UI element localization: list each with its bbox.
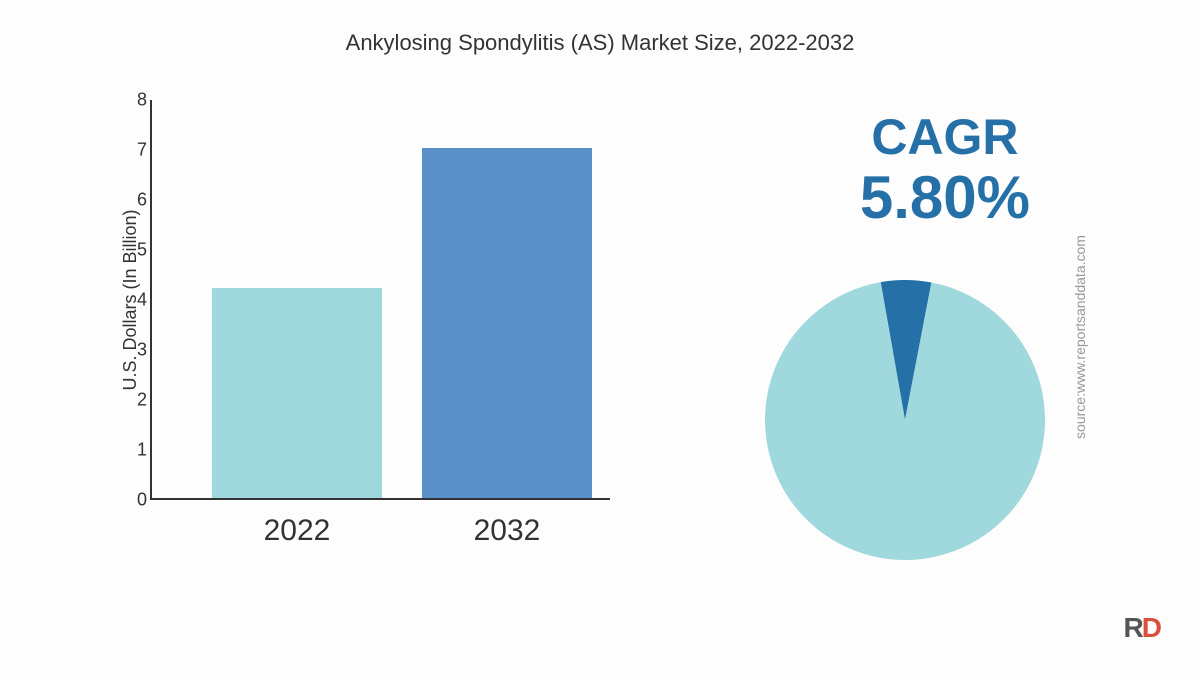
logo-part2: D <box>1142 612 1160 643</box>
cagr-label: CAGR <box>860 110 1030 165</box>
source-text: source:www.reportsanddata.com <box>1072 235 1088 439</box>
y-tick: 3 <box>122 340 147 361</box>
x-tick: 2022 <box>264 514 331 548</box>
y-tick: 6 <box>122 190 147 211</box>
y-tick: 7 <box>122 140 147 161</box>
x-tick: 2032 <box>474 514 541 548</box>
y-tick: 4 <box>122 290 147 311</box>
logo-part1: R <box>1124 612 1142 643</box>
bar-chart: U.S. Dollars (In Billion) 01234567820222… <box>120 100 610 500</box>
y-tick: 1 <box>122 440 147 461</box>
bar <box>212 288 382 498</box>
y-tick: 0 <box>122 490 147 511</box>
logo: RD <box>1124 612 1160 644</box>
plot-area: 01234567820222032 <box>150 100 610 500</box>
bar <box>422 148 592 498</box>
chart-title: Ankylosing Spondylitis (AS) Market Size,… <box>0 30 1200 56</box>
pie-svg <box>765 280 1045 560</box>
pie-chart <box>765 280 1045 560</box>
y-tick: 8 <box>122 90 147 111</box>
cagr-block: CAGR 5.80% <box>860 110 1030 231</box>
y-tick: 5 <box>122 240 147 261</box>
y-tick: 2 <box>122 390 147 411</box>
cagr-value: 5.80% <box>860 165 1030 231</box>
